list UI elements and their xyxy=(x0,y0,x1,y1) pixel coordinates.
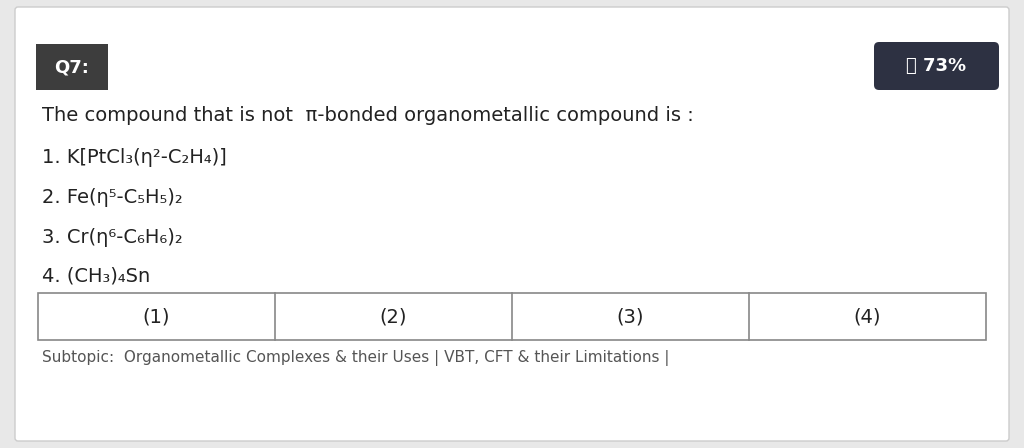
Text: 2. Fe(η⁵-C₅H₅)₂: 2. Fe(η⁵-C₅H₅)₂ xyxy=(42,188,182,207)
Text: Subtopic:  Organometallic Complexes & their Uses | VBT, CFT & their Limitations : Subtopic: Organometallic Complexes & the… xyxy=(42,350,670,366)
Text: The compound that is not  π-bonded organometallic compound is :: The compound that is not π-bonded organo… xyxy=(42,106,693,125)
Text: 1. K[PtCl₃(η²-C₂H₄)]: 1. K[PtCl₃(η²-C₂H₄)] xyxy=(42,148,226,167)
Text: (4): (4) xyxy=(854,307,882,326)
Text: 4. (CH₃)₄Sn: 4. (CH₃)₄Sn xyxy=(42,266,151,285)
Bar xyxy=(38,293,986,340)
Text: Q7:: Q7: xyxy=(54,58,89,76)
Text: 3. Cr(η⁶-C₆H₆)₂: 3. Cr(η⁶-C₆H₆)₂ xyxy=(42,228,182,247)
FancyBboxPatch shape xyxy=(15,7,1009,441)
Text: 👍 73%: 👍 73% xyxy=(906,57,967,75)
FancyBboxPatch shape xyxy=(36,44,108,90)
Text: (1): (1) xyxy=(142,307,170,326)
Text: (3): (3) xyxy=(616,307,644,326)
Text: (2): (2) xyxy=(380,307,408,326)
FancyBboxPatch shape xyxy=(874,42,999,90)
